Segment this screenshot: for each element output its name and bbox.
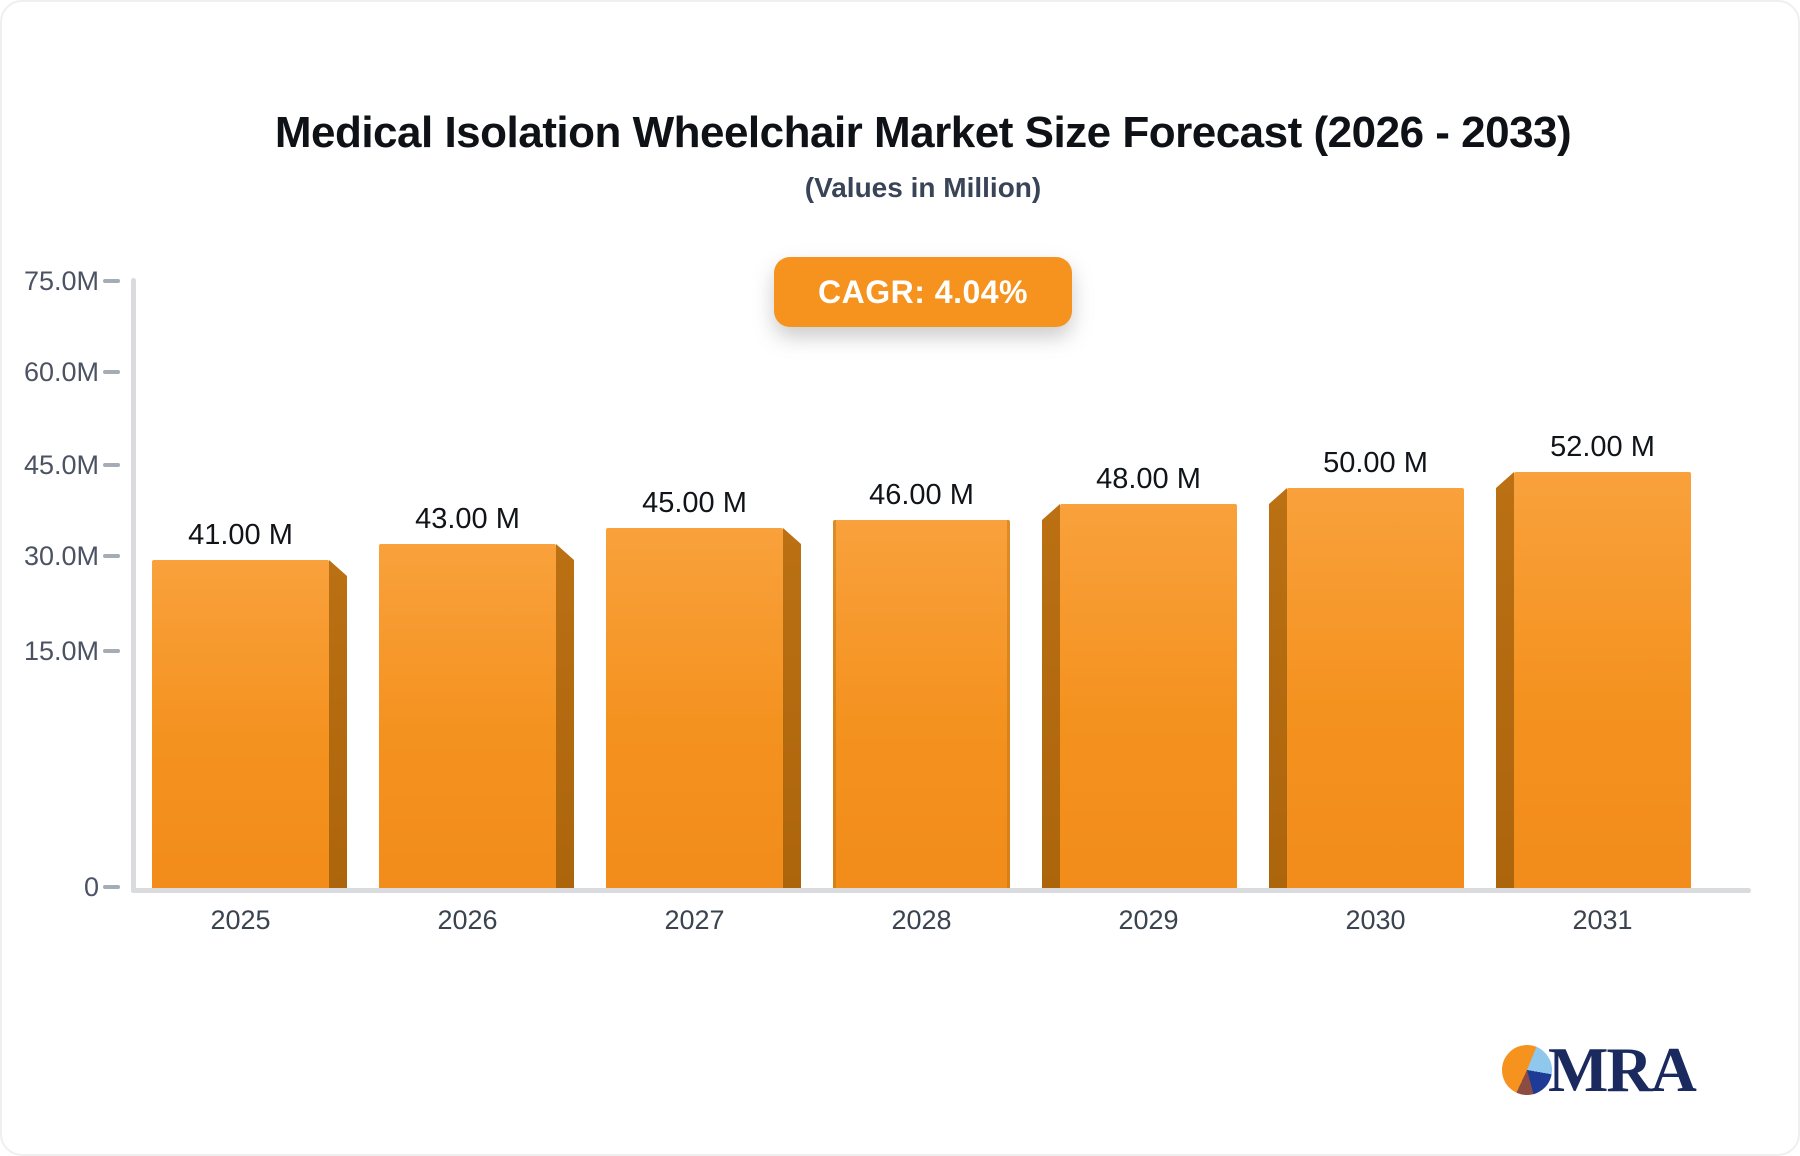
y-axis-tick-label: 75.0M (23, 266, 99, 296)
y-axis-tick-label: 0 (83, 872, 99, 902)
bar (1287, 488, 1464, 888)
bar (152, 560, 329, 888)
y-axis-tick-mark (103, 649, 120, 653)
y-axis-tick-mark (103, 279, 120, 283)
y-axis-tick-mark (103, 885, 120, 889)
chart-title: Medical Isolation Wheelchair Market Size… (274, 108, 1572, 157)
bar-3d-side (329, 560, 347, 888)
x-axis-tick-label: 2028 (891, 905, 952, 935)
x-axis-tick-label: 2027 (664, 905, 725, 935)
y-axis-tick-mark (103, 370, 120, 374)
brand-name: MRA (1548, 1034, 1697, 1105)
bar (606, 528, 783, 888)
chart-subtitle: (Values in Million) (804, 172, 1042, 203)
y-axis-tick-label: 45.0M (23, 450, 99, 480)
bar-value-label: 50.00 M (1323, 447, 1428, 479)
bar-3d-side (1496, 472, 1514, 888)
bar-3d-side (1042, 504, 1060, 888)
bar-value-label: 43.00 M (415, 503, 520, 535)
x-axis-line (131, 888, 1751, 893)
y-axis-tick-label: 60.0M (23, 357, 99, 387)
bar (833, 520, 1010, 888)
x-axis-tick-label: 2026 (437, 905, 498, 935)
bar (379, 544, 556, 888)
bar-value-label: 45.00 M (642, 487, 747, 519)
y-axis-tick-label: 30.0M (23, 541, 99, 571)
y-axis-tick-label: 15.0M (23, 636, 99, 666)
x-axis-tick-label: 2029 (1118, 905, 1179, 935)
y-axis-tick-mark (103, 554, 120, 558)
bar-value-label: 41.00 M (188, 519, 293, 551)
bar-value-label: 52.00 M (1550, 431, 1655, 463)
bar (1060, 504, 1237, 888)
bar-value-label: 46.00 M (869, 479, 974, 511)
brand-logo: MRA (1502, 1034, 1697, 1105)
y-axis-line (131, 278, 136, 893)
bar-3d-side (783, 528, 801, 888)
bar-3d-side (1269, 488, 1287, 888)
pie-chart-logo-icon (1502, 1045, 1552, 1095)
x-axis-tick-label: 2025 (210, 905, 271, 935)
cagr-badge: CAGR: 4.04% (774, 257, 1072, 327)
bar-value-label: 48.00 M (1096, 463, 1201, 495)
x-axis-tick-label: 2031 (1572, 905, 1633, 935)
bar-3d-side (556, 544, 574, 888)
y-axis-tick-mark (103, 463, 120, 467)
bar (1514, 472, 1691, 888)
x-axis-tick-label: 2030 (1345, 905, 1406, 935)
